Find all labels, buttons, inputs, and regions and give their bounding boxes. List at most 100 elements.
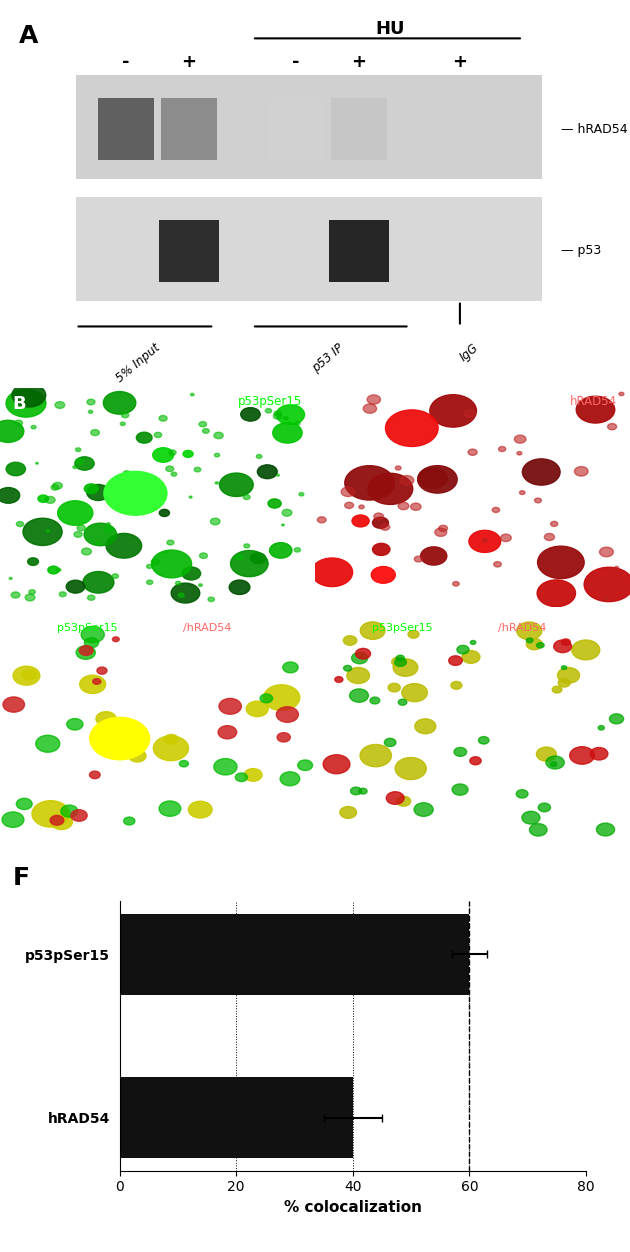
Circle shape xyxy=(393,659,418,676)
Circle shape xyxy=(598,726,604,730)
Circle shape xyxy=(273,413,282,419)
Circle shape xyxy=(494,562,501,567)
Circle shape xyxy=(171,583,200,603)
Circle shape xyxy=(214,453,220,457)
Text: p53pSer15: p53pSer15 xyxy=(372,622,432,632)
Circle shape xyxy=(45,497,55,503)
Circle shape xyxy=(189,496,192,498)
Circle shape xyxy=(183,451,193,457)
Circle shape xyxy=(81,548,91,555)
Circle shape xyxy=(295,422,300,426)
Text: 5% Input: 5% Input xyxy=(114,342,163,386)
Text: — p53: — p53 xyxy=(561,244,601,258)
Circle shape xyxy=(597,823,615,836)
Text: -: - xyxy=(292,53,300,71)
Circle shape xyxy=(60,805,78,818)
Circle shape xyxy=(538,803,551,811)
Circle shape xyxy=(268,498,281,508)
Circle shape xyxy=(243,495,250,500)
Circle shape xyxy=(112,573,118,578)
Circle shape xyxy=(16,522,24,527)
Circle shape xyxy=(263,685,300,710)
Circle shape xyxy=(53,482,62,490)
Circle shape xyxy=(244,543,249,548)
Circle shape xyxy=(159,416,167,421)
Circle shape xyxy=(102,724,146,754)
Bar xyxy=(76,198,542,300)
Circle shape xyxy=(153,736,188,761)
Circle shape xyxy=(123,471,130,476)
Circle shape xyxy=(471,641,476,645)
Circle shape xyxy=(522,459,560,485)
Circle shape xyxy=(418,468,447,488)
Circle shape xyxy=(550,762,557,766)
Circle shape xyxy=(46,530,50,532)
Circle shape xyxy=(343,636,357,645)
Circle shape xyxy=(164,735,178,744)
Circle shape xyxy=(50,815,64,825)
Circle shape xyxy=(388,684,400,692)
Circle shape xyxy=(6,462,25,476)
Circle shape xyxy=(129,750,146,762)
Circle shape xyxy=(615,566,619,570)
Circle shape xyxy=(0,421,24,442)
Circle shape xyxy=(208,597,214,601)
Circle shape xyxy=(198,583,202,586)
Circle shape xyxy=(282,525,284,526)
Circle shape xyxy=(553,686,562,694)
Circle shape xyxy=(415,719,436,734)
Text: p53pSer15: p53pSer15 xyxy=(57,622,117,632)
Circle shape xyxy=(514,436,526,443)
X-axis label: % colocalization: % colocalization xyxy=(284,1199,422,1214)
Circle shape xyxy=(517,452,522,454)
Circle shape xyxy=(544,533,554,541)
Circle shape xyxy=(395,466,401,470)
Circle shape xyxy=(22,670,37,680)
Circle shape xyxy=(394,659,406,666)
Circle shape xyxy=(260,694,273,702)
Circle shape xyxy=(590,747,608,760)
Circle shape xyxy=(554,640,571,652)
Bar xyxy=(120,1077,353,1158)
Circle shape xyxy=(89,771,100,779)
Circle shape xyxy=(277,706,299,722)
Circle shape xyxy=(575,467,588,476)
Circle shape xyxy=(396,655,404,661)
Circle shape xyxy=(386,791,404,804)
Circle shape xyxy=(359,505,364,508)
Circle shape xyxy=(215,482,219,485)
Circle shape xyxy=(251,553,266,563)
Circle shape xyxy=(537,546,584,578)
Bar xyxy=(120,914,469,995)
Circle shape xyxy=(107,523,110,525)
Circle shape xyxy=(76,646,95,660)
Circle shape xyxy=(546,756,564,769)
Text: B: B xyxy=(13,394,26,413)
Circle shape xyxy=(318,517,326,523)
Circle shape xyxy=(105,527,113,532)
Circle shape xyxy=(280,771,300,786)
Circle shape xyxy=(178,593,184,597)
Circle shape xyxy=(347,667,370,684)
Circle shape xyxy=(483,538,487,542)
Circle shape xyxy=(214,759,237,775)
Circle shape xyxy=(370,697,380,704)
Circle shape xyxy=(176,581,181,585)
Circle shape xyxy=(492,507,500,512)
Circle shape xyxy=(166,466,174,472)
Circle shape xyxy=(96,542,99,543)
Circle shape xyxy=(415,556,423,562)
Circle shape xyxy=(516,790,528,798)
Circle shape xyxy=(274,411,281,416)
Circle shape xyxy=(400,476,414,485)
Circle shape xyxy=(36,735,60,752)
Circle shape xyxy=(522,811,540,824)
Circle shape xyxy=(210,518,220,525)
Circle shape xyxy=(6,389,46,417)
Circle shape xyxy=(136,432,152,443)
Circle shape xyxy=(246,701,268,716)
Circle shape xyxy=(96,711,116,726)
Circle shape xyxy=(498,447,506,452)
Circle shape xyxy=(536,747,556,761)
Circle shape xyxy=(12,383,46,407)
